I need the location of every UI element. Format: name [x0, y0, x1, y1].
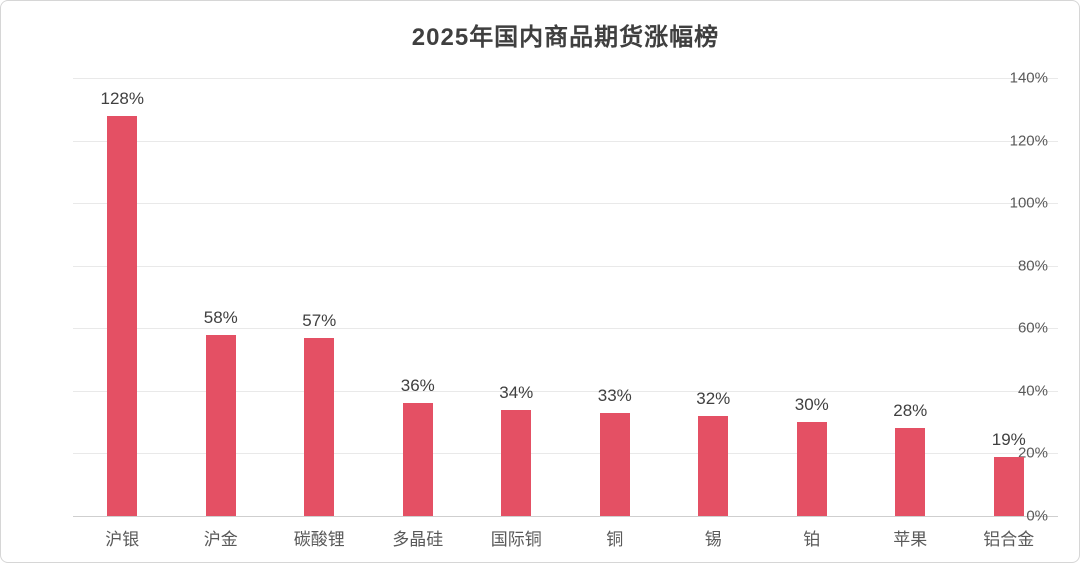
bar-data-label: 19%	[991, 429, 1026, 449]
bar-column: 19%	[960, 78, 1059, 516]
bar	[501, 409, 532, 516]
gridline	[73, 453, 1058, 455]
bar	[698, 415, 729, 516]
x-tick-label: 多晶硅	[392, 530, 444, 549]
bar-data-label: 36%	[400, 376, 435, 396]
chart-title: 2025年国内商品期货涨幅榜	[411, 24, 720, 51]
bar-data-label: 30%	[794, 395, 829, 415]
y-tick-label: 120%	[1009, 132, 1048, 150]
gridline	[73, 390, 1058, 392]
bar-data-label: 57%	[302, 310, 337, 330]
x-tick-label: 铂	[803, 530, 821, 549]
bar-column: 30%	[763, 78, 862, 516]
gridline	[73, 265, 1058, 267]
bar	[796, 422, 827, 516]
y-tick-label: 140%	[1009, 69, 1048, 87]
x-axis-line	[73, 516, 1058, 517]
y-tick-label: 20%	[1017, 444, 1048, 462]
gridline	[73, 140, 1058, 142]
bar	[304, 337, 335, 516]
bar-data-label: 32%	[696, 388, 731, 408]
bar-data-label: 33%	[597, 385, 632, 405]
bar-column: 36%	[369, 78, 468, 516]
gridline	[73, 78, 1058, 79]
plot-area: 0% 20% 40% 60% 80% 100% 120% 140% 128% 58% 57% 36%…	[73, 70, 1058, 525]
x-tick-label: 沪银	[105, 530, 140, 549]
bar-column: 128%	[73, 78, 172, 516]
bar-column: 34%	[467, 78, 566, 516]
bar-column: 58%	[172, 78, 271, 516]
bar	[107, 115, 138, 516]
x-tick-label: 铜	[606, 530, 624, 549]
bar	[993, 456, 1024, 516]
bar-column: 33%	[566, 78, 665, 516]
gridline	[73, 328, 1058, 330]
bar-data-label: 28%	[893, 401, 928, 421]
x-tick-label: 铝合金	[983, 530, 1035, 549]
bar-data-label: 34%	[499, 382, 534, 402]
x-tick-label: 苹果	[893, 530, 928, 549]
y-tick-label: 80%	[1017, 257, 1048, 275]
bar-column: 28%	[861, 78, 960, 516]
bar-data-label: 128%	[100, 88, 144, 108]
y-tick-label: 0%	[1026, 507, 1048, 525]
x-axis-labels: 沪银 沪金 碳酸锂 多晶硅 国际铜 铜 锡 铂 苹果 铝合金	[73, 525, 1058, 550]
y-tick-label: 100%	[1009, 194, 1048, 212]
bar	[895, 428, 926, 516]
x-tick-label: 碳酸锂	[293, 530, 345, 549]
bar	[599, 412, 630, 516]
bar-column: 32%	[664, 78, 763, 516]
y-tick-label: 60%	[1017, 319, 1048, 337]
gridline	[73, 203, 1058, 205]
bar-series: 128% 58% 57% 36% 34% 33% 32% 30% 28% 19%	[73, 78, 1058, 516]
bar	[402, 403, 433, 516]
y-tick-label: 40%	[1017, 382, 1048, 400]
bar-column: 57%	[270, 78, 369, 516]
x-tick-label: 国际铜	[490, 530, 542, 549]
bar	[205, 334, 236, 516]
x-tick-label: 沪金	[203, 530, 238, 549]
bar-data-label: 58%	[203, 307, 238, 327]
x-tick-label: 锡	[704, 530, 722, 549]
